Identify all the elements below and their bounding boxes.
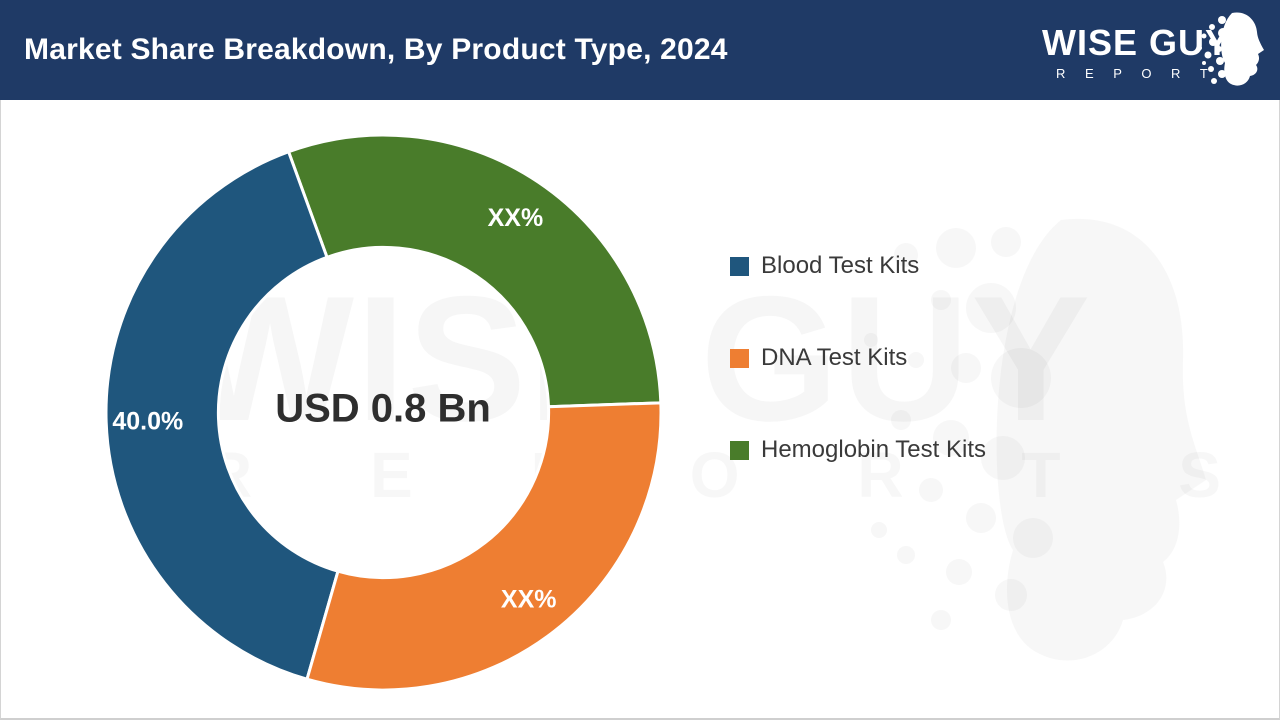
- donut-segment-hemoglobin: [287, 133, 663, 409]
- slice-pct-label-hemoglobin: XX%: [488, 204, 544, 232]
- donut-segment-dna: [305, 401, 663, 692]
- page-title: Market Share Breakdown, By Product Type,…: [24, 33, 728, 66]
- legend-swatch-blood: [730, 256, 749, 276]
- legend-item-blood-test-kits: Blood Test Kits: [730, 252, 986, 280]
- legend-swatch-hemoglobin: [730, 440, 749, 460]
- wise-guy-logo: WISE GUY R E P O R T S: [1014, 6, 1266, 94]
- donut-chart: XX% 40.0% XX%: [104, 133, 663, 692]
- slice-pct-label-blood: 40.0%: [112, 408, 183, 436]
- slice-pct-label-dna: XX%: [501, 585, 557, 613]
- legend-item-dna-test-kits: DNA Test Kits: [730, 344, 986, 372]
- chart-legend: Blood Test Kits DNA Test Kits Hemoglobin…: [730, 252, 986, 464]
- legend-swatch-dna: [730, 348, 749, 368]
- donut-center-value: USD 0.8 Bn: [275, 386, 491, 431]
- legend-label: Blood Test Kits: [761, 252, 920, 279]
- legend-item-hemoglobin-test-kits: Hemoglobin Test Kits: [730, 436, 986, 464]
- legend-label: Hemoglobin Test Kits: [761, 436, 986, 463]
- logo-head-profile-icon: [1198, 12, 1264, 86]
- legend-label: DNA Test Kits: [761, 344, 908, 371]
- logo-wordmark: WISE GUY: [1042, 22, 1231, 63]
- donut-segment-blood: [104, 150, 340, 681]
- header-bar: Market Share Breakdown, By Product Type,…: [0, 0, 1280, 100]
- chart-card: WISE GUY R E P O R T S XX% 40.0% XX% USD 0…: [0, 100, 1280, 720]
- logo-subtitle: R E P O R T S: [1056, 66, 1244, 81]
